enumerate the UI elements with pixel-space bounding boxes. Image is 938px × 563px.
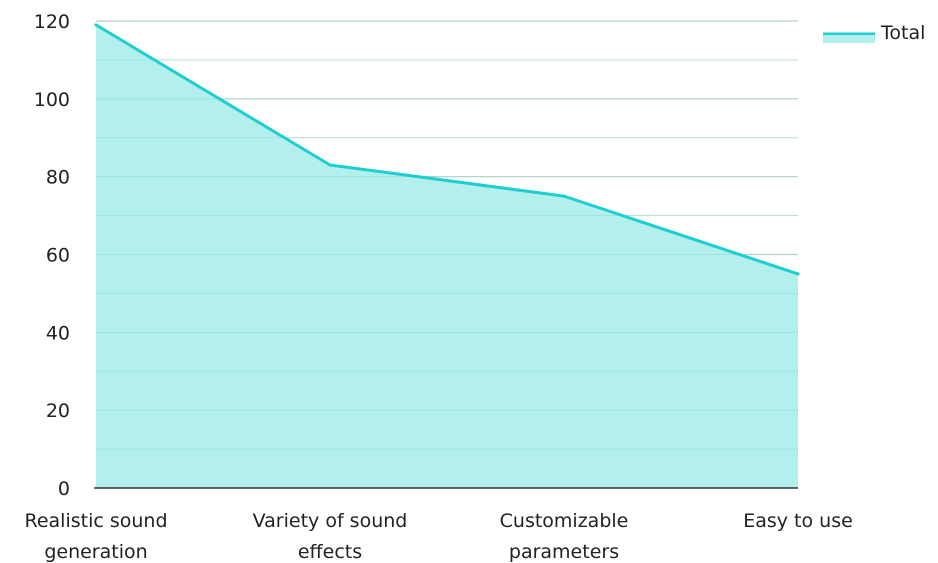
data-point	[94, 23, 98, 27]
series-line-total	[94, 23, 800, 276]
x-category-label-line: Realistic sound	[24, 510, 167, 532]
x-category-label: Customizable parameters	[500, 510, 629, 563]
x-category-label: Easy to use	[743, 510, 853, 532]
x-category-label-line: Easy to use	[743, 510, 853, 532]
data-point	[796, 272, 800, 276]
y-tick-label: 120	[34, 11, 70, 33]
area-fill	[96, 24, 798, 489]
x-category-label: Variety of sound effects	[253, 510, 408, 563]
data-point	[562, 194, 566, 198]
y-tick-label: 100	[34, 89, 70, 111]
x-category-label: Realistic sound generation	[24, 510, 167, 563]
x-category-label-line: Customizable	[500, 510, 629, 532]
x-category-label-line: Variety of sound	[253, 510, 408, 532]
y-tick-label: 80	[46, 167, 70, 189]
y-tick-label: 40	[46, 322, 70, 344]
data-point	[328, 163, 332, 167]
x-category-label-line: parameters	[509, 541, 619, 563]
x-category-label-line: effects	[298, 541, 362, 563]
y-tick-label: 20	[46, 400, 70, 422]
x-category-label-line: generation	[44, 541, 147, 563]
y-tick-label: 60	[46, 245, 70, 267]
legend-swatch-fill	[823, 35, 875, 43]
legend-label-total: Total	[880, 22, 925, 44]
y-tick-label: 0	[58, 478, 70, 500]
